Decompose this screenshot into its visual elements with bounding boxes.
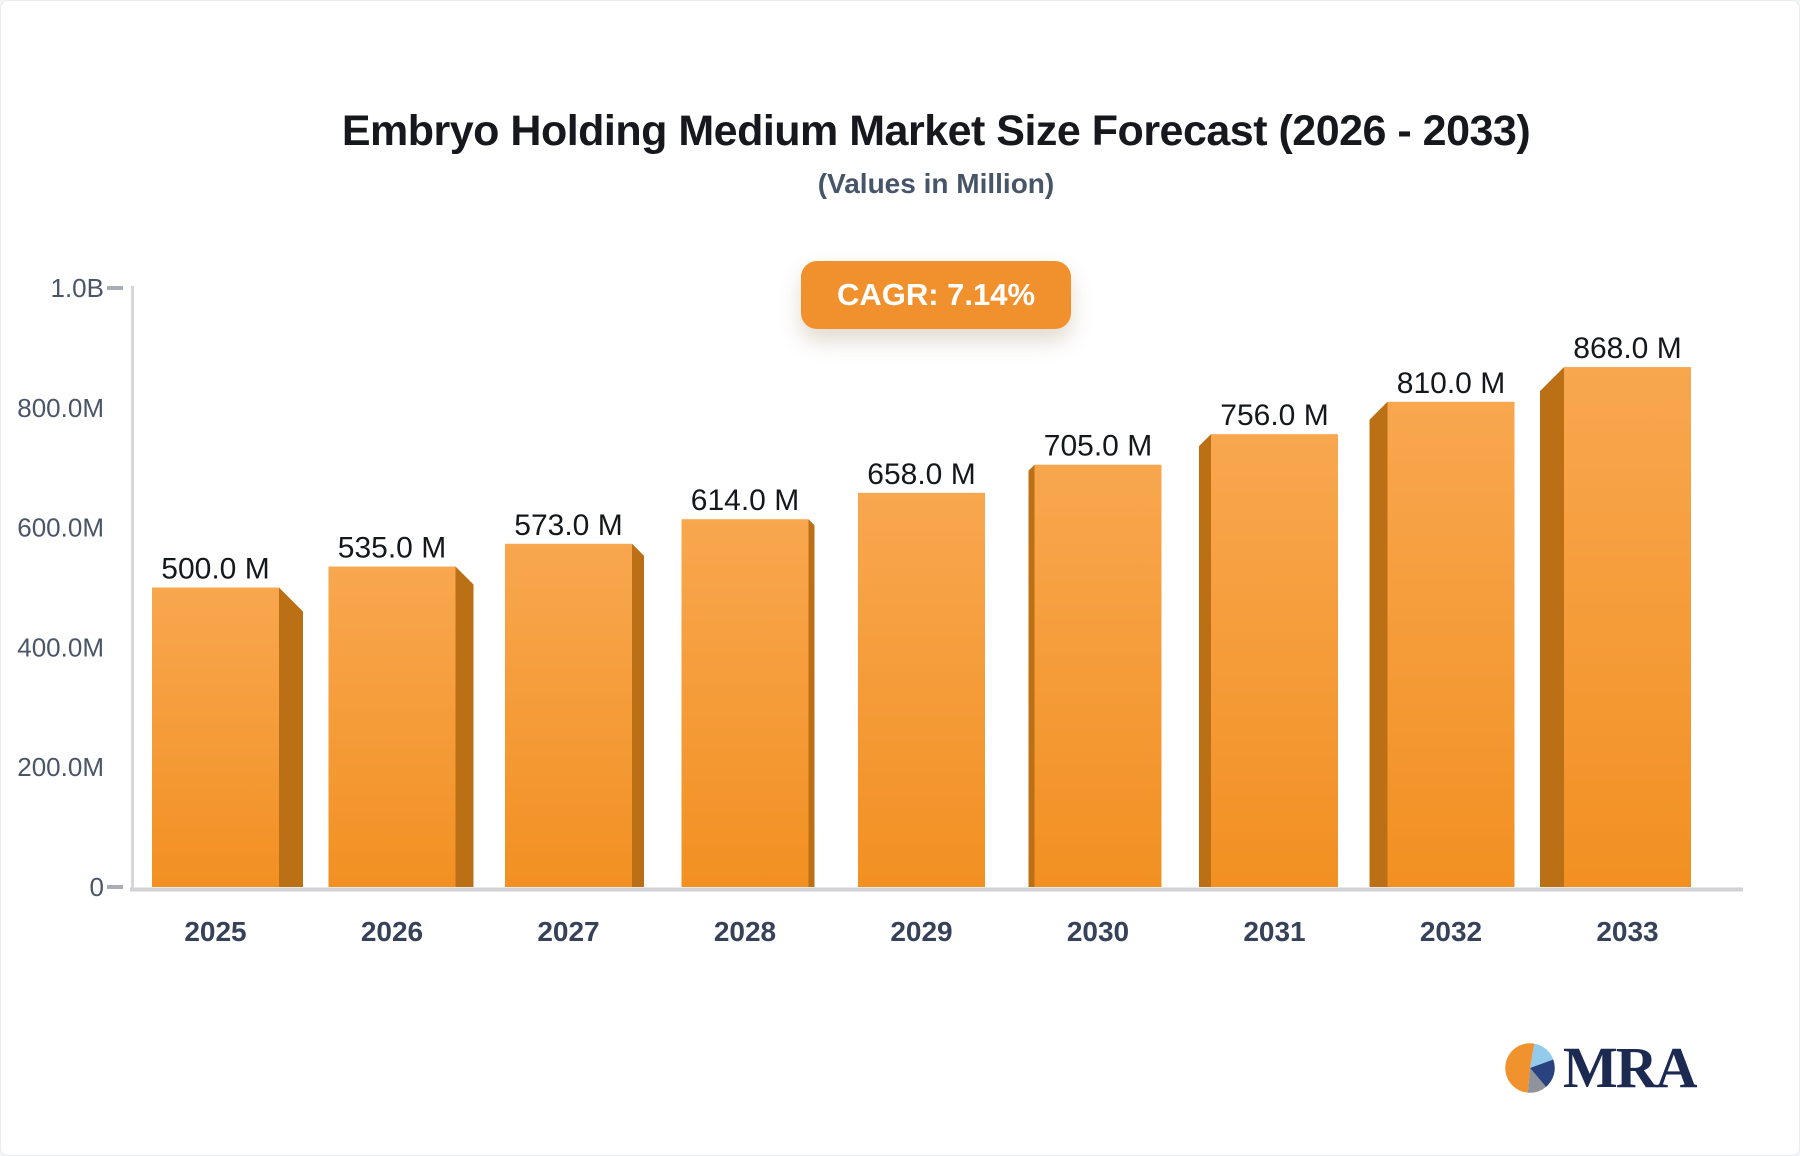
bar-value-label-2032: 810.0 M — [1397, 367, 1505, 400]
bar-2031-side-face — [1199, 434, 1211, 887]
logo-pie-icon — [1505, 1043, 1555, 1093]
bar-value-label-2027: 573.0 M — [514, 509, 622, 542]
bar-2030 — [1034, 464, 1162, 887]
bar-value-label-2028: 614.0 M — [691, 484, 799, 517]
ytick-label-1.0B: 1.0B — [51, 273, 105, 303]
bar-value-label-2033: 868.0 M — [1573, 332, 1681, 365]
logo-pie-slice-gray — [1527, 1068, 1546, 1093]
logo-pie-slice-navy — [1530, 1059, 1555, 1087]
bar-2032 — [1387, 401, 1515, 887]
bar-2025 — [152, 587, 279, 887]
bar-2032-side-face — [1369, 401, 1388, 887]
x-label-2028: 2028 — [714, 916, 776, 947]
bar-value-label-2026: 535.0 M — [338, 532, 446, 565]
bar-value-label-2030: 705.0 M — [1044, 430, 1152, 463]
bar-2028-side-face — [808, 519, 815, 887]
x-label-2029: 2029 — [890, 916, 952, 947]
logo-pie-slice-orange — [1505, 1043, 1535, 1093]
bar-2027 — [505, 543, 632, 887]
bar-value-label-2025: 500.0 M — [161, 553, 269, 586]
x-label-2027: 2027 — [537, 916, 599, 947]
x-label-2025: 2025 — [184, 916, 246, 947]
bar-value-label-2031: 756.0 M — [1220, 399, 1328, 432]
bar-value-label-2029: 658.0 M — [867, 458, 975, 491]
ytick-label-200.0M: 200.0M — [17, 752, 104, 782]
ytick-label-0: 0 — [90, 872, 104, 902]
bar-2033-side-face — [1540, 367, 1564, 887]
bar-2031 — [1211, 434, 1338, 887]
bar-2033 — [1564, 367, 1691, 887]
logo-text: MRA — [1563, 1035, 1698, 1100]
logo-pie-slice-light-blue — [1530, 1043, 1554, 1068]
ytick-label-600.0M: 600.0M — [17, 513, 104, 543]
bar-2026-side-face — [455, 566, 474, 887]
x-label-2032: 2032 — [1420, 916, 1482, 947]
bar-2028 — [681, 519, 809, 887]
bar-2026 — [328, 566, 456, 887]
x-label-2026: 2026 — [361, 916, 423, 947]
ytick-label-800.0M: 800.0M — [17, 393, 104, 423]
x-label-2033: 2033 — [1596, 916, 1658, 947]
ytick-label-400.0M: 400.0M — [17, 632, 104, 662]
x-label-2031: 2031 — [1243, 916, 1305, 947]
bar-2029 — [858, 492, 985, 887]
x-label-2030: 2030 — [1067, 916, 1129, 947]
mra-logo: MRA — [1504, 1035, 1698, 1100]
bar-2030-side-face — [1028, 464, 1035, 887]
bar-2027-side-face — [632, 543, 644, 887]
bar-2025-side-face — [279, 587, 303, 887]
